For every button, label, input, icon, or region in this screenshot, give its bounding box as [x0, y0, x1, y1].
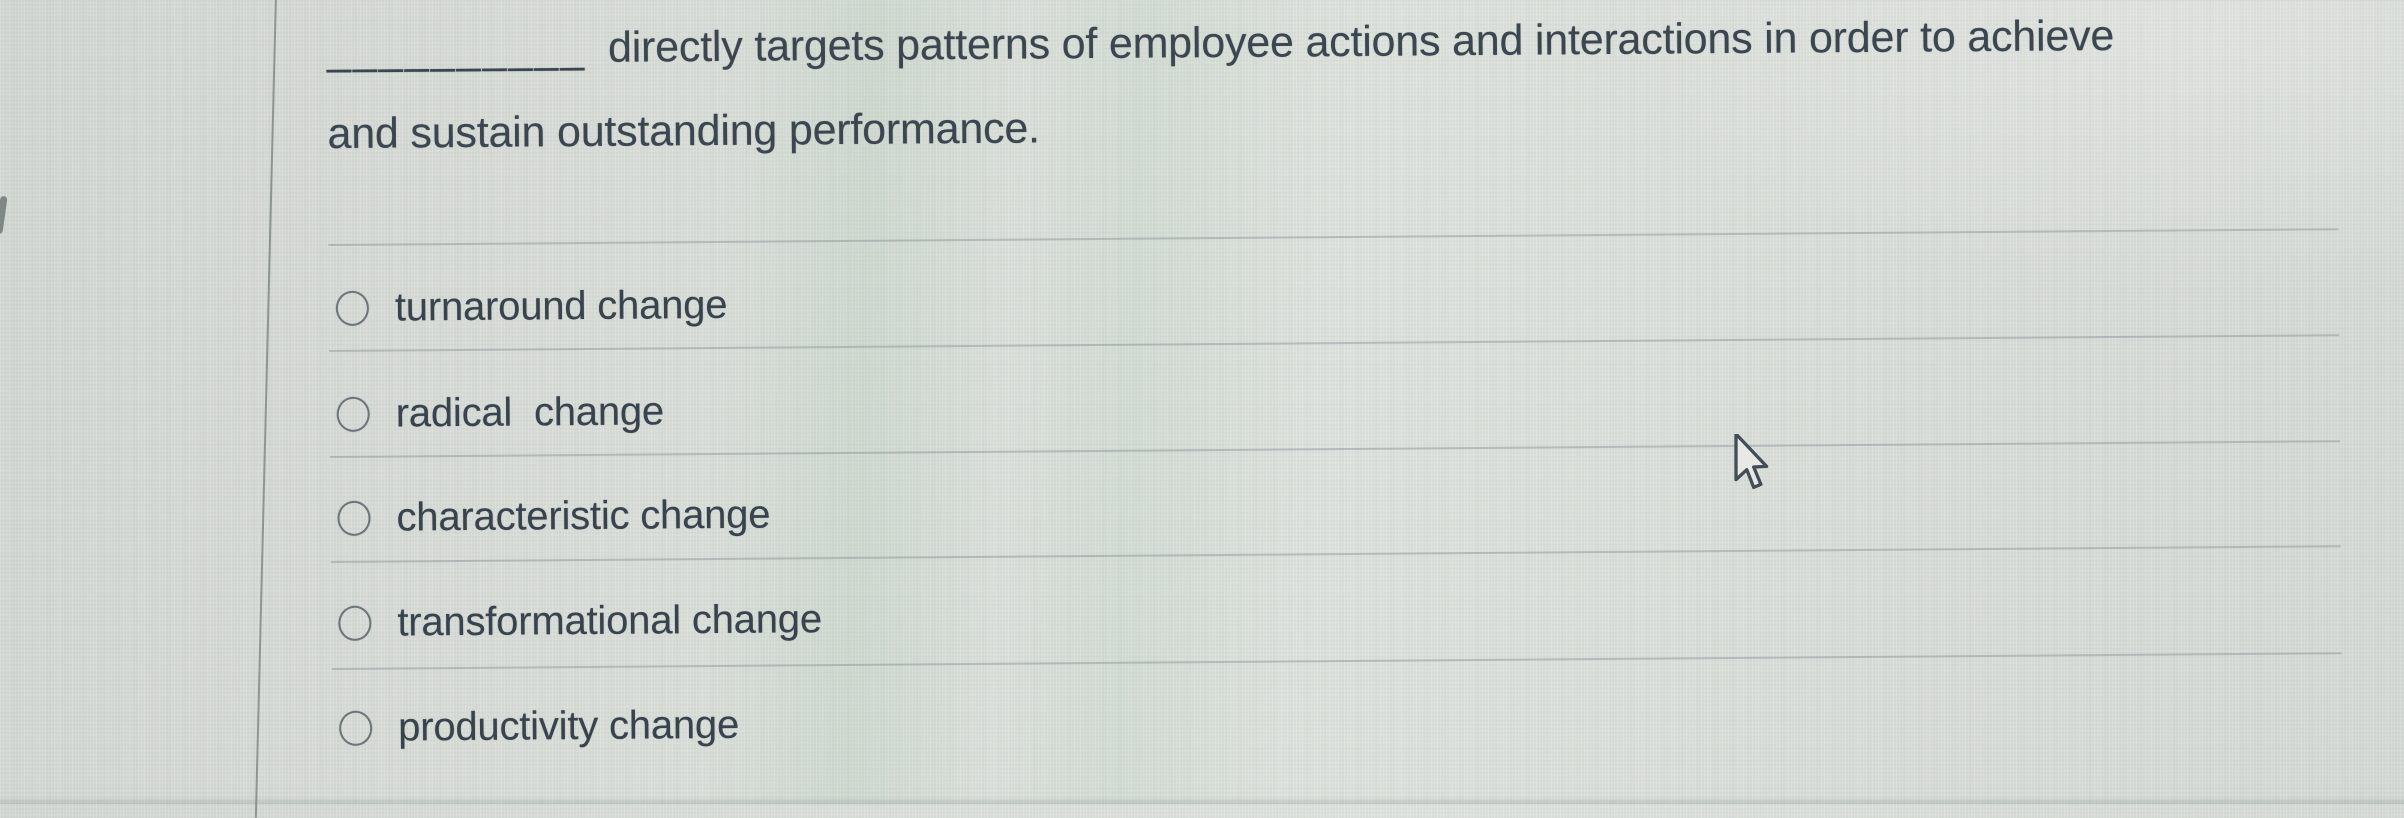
answer-option-transformational[interactable]: transformational change — [338, 597, 822, 646]
radio-button[interactable] — [339, 710, 373, 746]
divider-line — [331, 652, 2342, 670]
option-label: productivity change — [398, 702, 740, 750]
option-label: turnaround change — [394, 282, 728, 330]
option-label: characteristic change — [396, 492, 771, 540]
answer-option-turnaround[interactable]: turnaround change — [335, 282, 728, 331]
divider-line — [329, 334, 2340, 353]
radio-button[interactable] — [335, 290, 370, 326]
answer-option-productivity[interactable]: productivity change — [339, 703, 739, 751]
option-label: transformational change — [397, 597, 823, 645]
divider-line — [330, 545, 2341, 563]
option-label: radical change — [395, 389, 665, 436]
answer-option-radical[interactable]: radical change — [336, 389, 665, 437]
answer-option-characteristic[interactable]: characteristic change — [337, 493, 770, 541]
radio-button[interactable] — [336, 396, 370, 432]
radio-button[interactable] — [338, 605, 372, 641]
cursor-arrow-icon — [1734, 434, 1769, 490]
divider-line — [330, 440, 2341, 458]
question-text-line-1: __________ directly targets patterns of e… — [326, 11, 2115, 75]
fill-in-blank: __________ — [326, 23, 587, 75]
radio-button[interactable] — [337, 500, 371, 536]
question-text-line-2: and sustain outstanding performance. — [327, 104, 1041, 159]
divider-line — [328, 228, 2339, 247]
